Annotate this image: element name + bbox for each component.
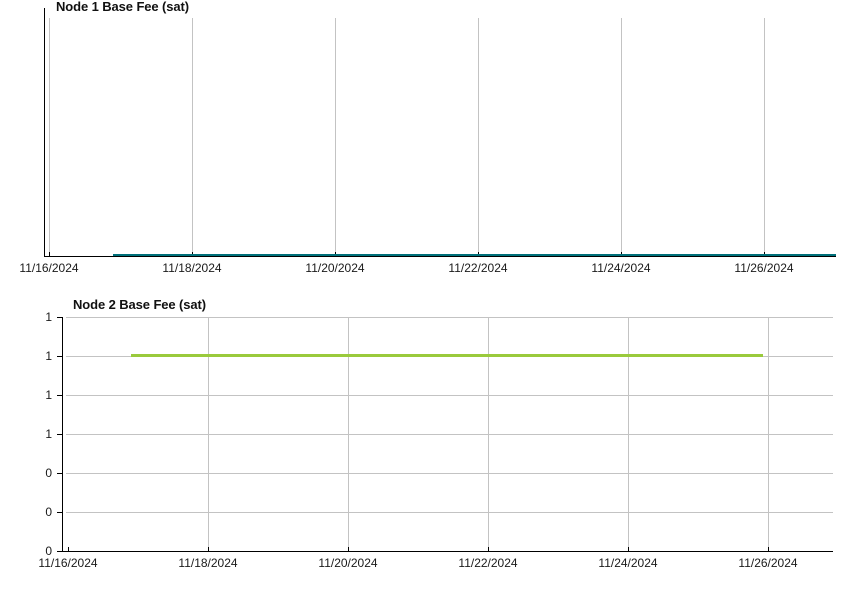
x-tick-label: 11/22/2024 <box>458 556 518 570</box>
gridline-horizontal <box>66 473 833 474</box>
gridline-vertical <box>478 18 479 256</box>
x-tick-mark <box>68 547 69 552</box>
gridline-vertical <box>208 317 209 551</box>
y-tick-label: 1 <box>45 349 52 363</box>
x-tick-label: 11/20/2024 <box>318 556 378 570</box>
y-tick-mark <box>57 356 62 357</box>
x-tick-label: 11/16/2024 <box>19 261 79 275</box>
y-axis-node-1 <box>44 8 45 257</box>
series-line-node-2 <box>131 354 763 357</box>
x-tick-label: 11/24/2024 <box>591 261 651 275</box>
x-tick-label: 11/20/2024 <box>305 261 365 275</box>
x-tick-label: 11/22/2024 <box>448 261 508 275</box>
gridline-horizontal <box>66 512 833 513</box>
y-tick-mark <box>57 551 62 552</box>
gridline-horizontal <box>66 434 833 435</box>
gridline-vertical <box>488 317 489 551</box>
y-axis-node-2 <box>62 317 63 552</box>
y-tick-mark <box>57 395 62 396</box>
gridline-vertical <box>335 18 336 256</box>
y-tick-label: 1 <box>45 310 52 324</box>
y-tick-mark <box>57 434 62 435</box>
x-tick-mark <box>208 547 209 552</box>
series-line-node-1 <box>113 254 836 256</box>
y-tick-mark <box>57 317 62 318</box>
chart-panel-node-1: Node 1 Base Fee (sat) 11/16/2024 11/18/2… <box>0 0 860 280</box>
x-tick-label: 11/16/2024 <box>38 556 98 570</box>
chart-title-node-2: Node 2 Base Fee (sat) <box>73 297 207 312</box>
y-tick-mark <box>57 512 62 513</box>
gridline-vertical <box>768 317 769 551</box>
gridline-vertical <box>348 317 349 551</box>
x-tick-label: 11/18/2024 <box>162 261 222 275</box>
gridline-vertical <box>192 18 193 256</box>
gridline-horizontal <box>66 395 833 396</box>
x-tick-label: 11/24/2024 <box>598 556 658 570</box>
x-tick-mark <box>49 252 50 257</box>
gridline-horizontal <box>66 317 833 318</box>
x-tick-label: 11/26/2024 <box>738 556 798 570</box>
y-tick-label: 1 <box>45 427 52 441</box>
x-tick-label: 11/26/2024 <box>734 261 794 275</box>
y-tick-label: 0 <box>45 544 52 558</box>
y-tick-label: 0 <box>45 466 52 480</box>
gridline-vertical <box>628 317 629 551</box>
y-tick-mark <box>57 473 62 474</box>
gridline-vertical <box>49 18 50 256</box>
x-tick-mark <box>628 547 629 552</box>
y-tick-label: 0 <box>45 505 52 519</box>
gridline-vertical <box>621 18 622 256</box>
x-tick-mark <box>768 547 769 552</box>
x-tick-label: 11/18/2024 <box>178 556 238 570</box>
x-axis-node-1 <box>44 256 836 257</box>
chart-panel-node-2: Node 2 Base Fee (sat) 1 1 1 1 0 0 0 11/1… <box>0 296 860 596</box>
x-tick-mark <box>348 547 349 552</box>
gridline-vertical <box>764 18 765 256</box>
chart-title-node-1: Node 1 Base Fee (sat) <box>56 0 190 14</box>
x-tick-mark <box>488 547 489 552</box>
x-axis-node-2 <box>62 551 833 552</box>
y-tick-label: 1 <box>45 388 52 402</box>
